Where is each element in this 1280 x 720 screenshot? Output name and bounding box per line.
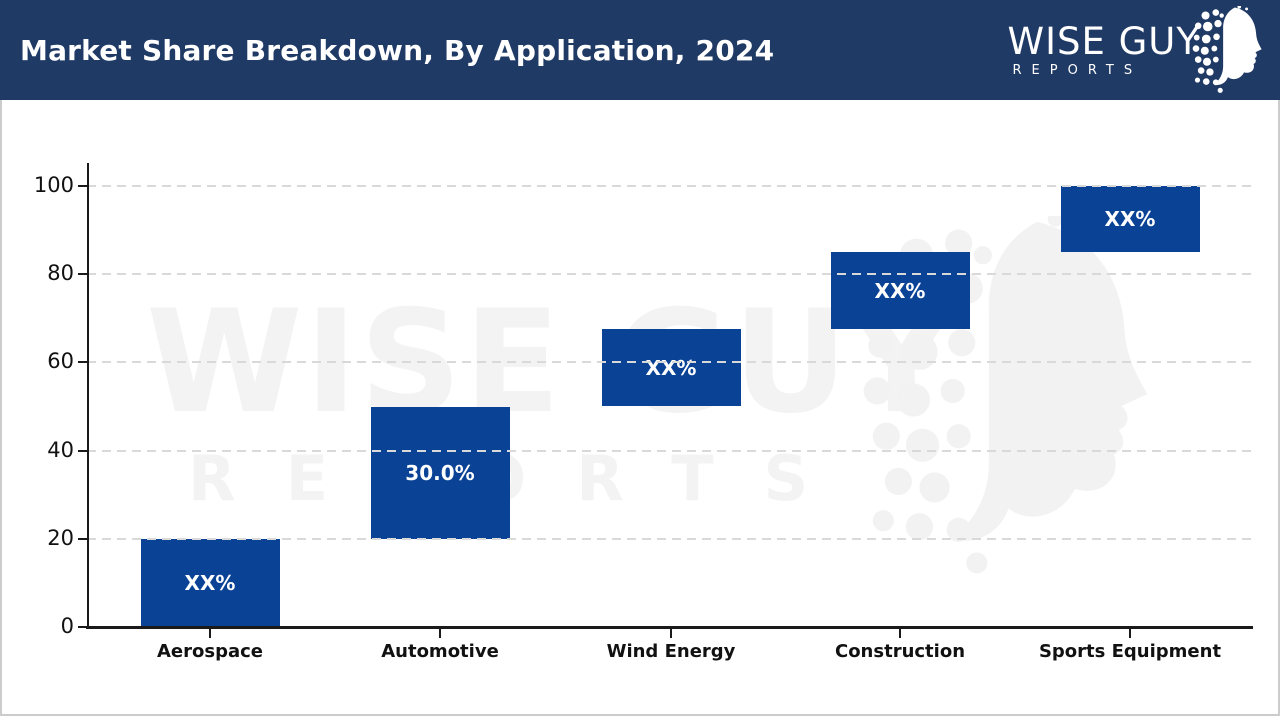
y-tick-80 [78, 273, 87, 276]
dotted-head-icon [1192, 6, 1266, 94]
brand-name: WISE GUY [1007, 20, 1200, 63]
x-axis-line [86, 626, 1253, 629]
bar-value-label-automotive: 30.0% [405, 460, 475, 485]
x-tick-automotive [439, 629, 441, 638]
page-title: Market Share Breakdown, By Application, … [20, 33, 775, 67]
brand-wordmark: WISE GUY REPORTS [1007, 20, 1200, 79]
y-tick-label-80: 80 [47, 261, 74, 286]
x-axis-label-sports-equipment: Sports Equipment [1038, 641, 1222, 662]
gridline-100 [87, 185, 1253, 187]
bar-value-label-sports-equipment: XX% [1104, 207, 1156, 232]
y-tick-100 [78, 185, 87, 187]
y-tick-0 [78, 626, 87, 628]
x-tick-wind-energy [670, 629, 672, 638]
brand-logo: WISE GUY REPORTS [1008, 6, 1266, 94]
gridline-40 [87, 449, 1253, 452]
y-tick-60 [78, 361, 87, 364]
x-axis-label-automotive: Automotive [381, 641, 499, 662]
x-axis-label-wind-energy: Wind Energy [606, 641, 736, 662]
y-tick-40 [78, 449, 87, 452]
y-tick-label-40: 40 [47, 437, 74, 462]
bar-construction: XX% [830, 252, 970, 330]
gridline-80 [87, 273, 1253, 276]
x-axis-label-construction: Construction [834, 641, 966, 662]
header: Market Share Breakdown, By Application, … [0, 0, 1280, 100]
bar-aerospace: XX% [140, 538, 280, 627]
x-tick-construction [899, 629, 901, 638]
y-tick-label-20: 20 [47, 525, 74, 550]
watermark-subtext: REPORTS [188, 442, 859, 515]
gridline-20 [87, 537, 1253, 540]
bar-wind-energy: XX% [601, 329, 741, 407]
y-tick-label-100: 100 [33, 173, 74, 197]
x-axis-label-aerospace: Aerospace [156, 641, 263, 662]
bar-automotive: 30.0% [370, 406, 510, 539]
bar-value-label-wind-energy: XX% [645, 355, 697, 380]
y-tick-label-60: 60 [47, 349, 74, 374]
x-tick-sports-equipment [1129, 629, 1131, 638]
bar-sports-equipment: XX% [1060, 186, 1200, 253]
bar-value-label-aerospace: XX% [184, 570, 236, 595]
y-tick-20 [78, 537, 87, 540]
y-tick-label-0: 0 [60, 614, 74, 638]
bar-value-label-construction: XX% [874, 278, 926, 303]
gridline-60 [87, 361, 1253, 364]
brand-subname: REPORTS [1012, 63, 1143, 78]
y-axis-line [87, 163, 89, 627]
chart-frame [0, 100, 1280, 716]
x-tick-aerospace [209, 629, 211, 638]
